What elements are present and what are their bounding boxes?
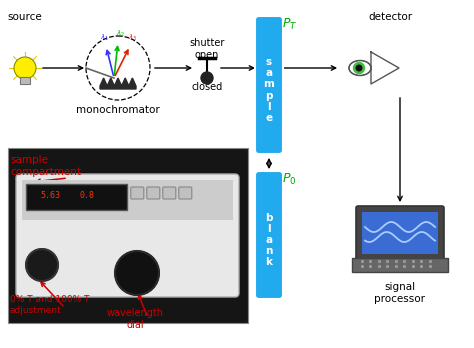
- FancyBboxPatch shape: [356, 206, 444, 260]
- Polygon shape: [371, 52, 399, 84]
- Text: sample
compartment: sample compartment: [10, 155, 81, 177]
- Text: s
a
m
p
l
e: s a m p l e: [264, 57, 274, 123]
- FancyBboxPatch shape: [163, 187, 176, 199]
- FancyBboxPatch shape: [179, 187, 192, 199]
- Polygon shape: [100, 78, 136, 89]
- Text: $\lambda_2$: $\lambda_2$: [116, 29, 125, 39]
- Circle shape: [115, 251, 159, 295]
- Text: $P_0$: $P_0$: [282, 172, 297, 187]
- FancyBboxPatch shape: [8, 148, 248, 323]
- Circle shape: [201, 72, 213, 84]
- FancyBboxPatch shape: [352, 258, 448, 272]
- Text: $\lambda_3$: $\lambda_3$: [128, 33, 137, 43]
- Text: monochromator: monochromator: [76, 105, 160, 115]
- Text: signal
processor: signal processor: [374, 282, 426, 303]
- Text: wavelength
dial: wavelength dial: [107, 308, 164, 330]
- FancyBboxPatch shape: [22, 180, 233, 220]
- Text: 0% T and 100% T
adjustment: 0% T and 100% T adjustment: [10, 295, 90, 315]
- FancyBboxPatch shape: [255, 171, 283, 299]
- FancyBboxPatch shape: [26, 184, 127, 210]
- Text: 5.63: 5.63: [40, 191, 60, 200]
- Circle shape: [14, 57, 36, 79]
- Text: $\lambda_1$: $\lambda_1$: [100, 33, 109, 43]
- FancyBboxPatch shape: [147, 187, 160, 199]
- Text: source: source: [8, 12, 42, 22]
- Text: closed: closed: [191, 82, 223, 92]
- Circle shape: [26, 249, 58, 281]
- Text: 0.8: 0.8: [80, 191, 95, 200]
- FancyBboxPatch shape: [255, 16, 283, 154]
- FancyBboxPatch shape: [362, 212, 438, 254]
- Circle shape: [354, 63, 365, 73]
- Text: b
l
a
n
k: b l a n k: [265, 213, 273, 267]
- FancyBboxPatch shape: [20, 77, 30, 84]
- Text: shutter
open: shutter open: [189, 38, 225, 60]
- FancyBboxPatch shape: [131, 187, 144, 199]
- Text: $P_T$: $P_T$: [282, 17, 298, 32]
- FancyBboxPatch shape: [16, 174, 239, 297]
- Circle shape: [356, 65, 362, 71]
- Text: detector: detector: [368, 12, 412, 22]
- Ellipse shape: [349, 61, 371, 76]
